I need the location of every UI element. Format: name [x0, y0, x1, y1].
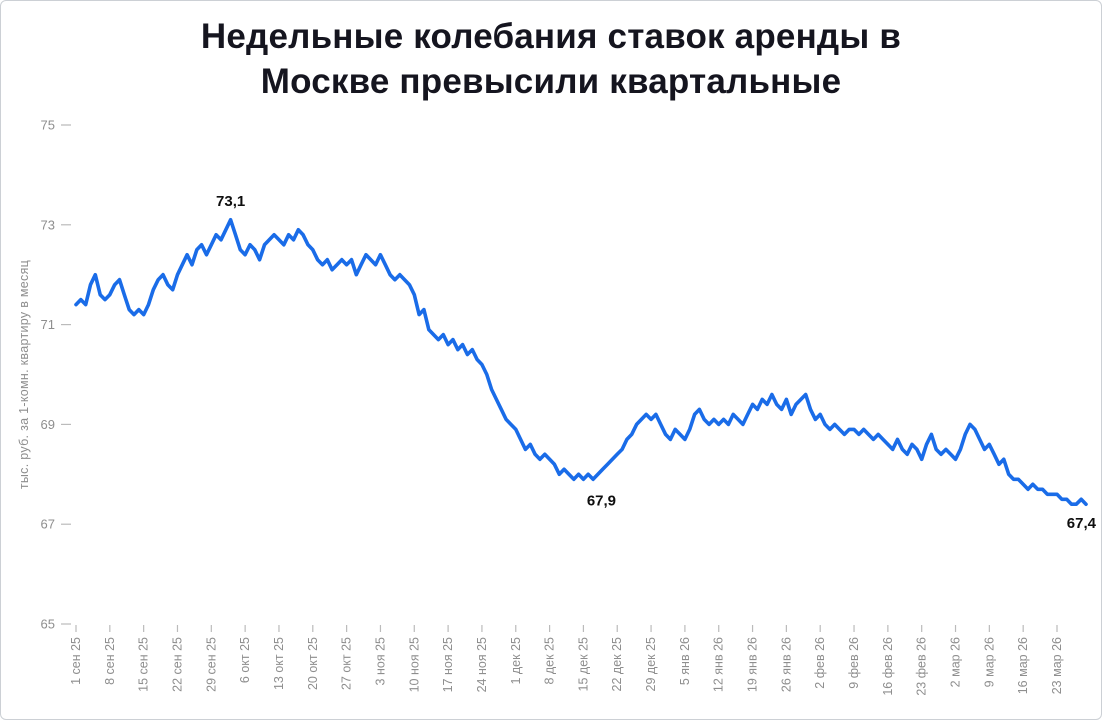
x-axis-tick-label: 9 фев 26: [847, 637, 861, 689]
x-axis-tick-label: 16 фев 26: [881, 637, 895, 696]
x-axis-tick-label: 1 дек 25: [509, 637, 523, 685]
x-axis-tick-label: 22 сен 25: [170, 637, 184, 692]
x-axis-tick-label: 6 окт 25: [238, 637, 252, 683]
x-axis-tick-label: 16 мар 26: [1016, 637, 1030, 694]
y-axis-tick-label: 69: [41, 417, 55, 432]
chart-title-line-1: Недельные колебания ставок аренды в: [200, 17, 902, 56]
x-axis-tick-label: 9 мар 26: [982, 637, 996, 687]
x-axis-tick-label: 27 окт 25: [340, 637, 354, 690]
x-axis-tick-label: 3 ноя 25: [373, 637, 387, 685]
data-point-label-2: 67,4: [1067, 515, 1097, 532]
rent-rate-line: [74, 218, 1088, 507]
chart-title-line-2: Москве превысили квартальные: [260, 61, 842, 101]
x-axis-tick-label: 15 дек 25: [576, 637, 590, 692]
x-axis-tick-label: 12 янв 26: [712, 637, 726, 692]
x-axis-tick-label: 8 дек 25: [543, 637, 557, 685]
x-axis-tick-label: 22 дек 25: [610, 637, 624, 692]
data-point-label-1: 67,9: [587, 492, 616, 509]
y-axis-tick-label: 73: [41, 217, 55, 232]
x-axis-tick-label: 2 мар 26: [949, 637, 963, 687]
x-axis-tick-label: 19 янв 26: [746, 637, 760, 692]
chart-title: Недельные колебания ставок аренды в Моск…: [1, 15, 1101, 105]
x-axis-tick-label: 26 янв 26: [779, 637, 793, 692]
x-axis-tick-label: 1 сен 25: [69, 637, 83, 685]
x-axis-tick-label: 29 сен 25: [204, 637, 218, 692]
x-axis-tick-label: 15 сен 25: [137, 637, 151, 692]
x-axis-tick-label: 10 ноя 25: [407, 637, 421, 692]
x-axis-tick-label: 17 ноя 25: [441, 637, 455, 692]
x-axis-tick-label: 2 фев 26: [813, 637, 827, 689]
x-axis-tick-label: 29 дек 25: [644, 637, 658, 692]
y-axis-tick-label: 75: [41, 118, 55, 133]
y-axis-tick-label: 65: [41, 617, 55, 632]
x-axis-tick-label: 8 сен 25: [103, 637, 117, 685]
y-axis-title: тыс. руб. за 1-комн. квартиру в месяц: [17, 260, 31, 489]
data-point-label-0: 73,1: [216, 193, 245, 210]
x-axis-tick-label: 5 янв 26: [678, 637, 692, 685]
x-axis-tick-label: 23 мар 26: [1050, 637, 1064, 694]
y-axis-tick-label: 71: [41, 317, 55, 332]
x-axis-tick-label: 13 окт 25: [272, 637, 286, 690]
x-axis-tick-label: 23 фев 26: [915, 637, 929, 696]
y-axis-tick-label: 67: [41, 517, 55, 532]
x-axis-tick-label: 20 окт 25: [306, 637, 320, 690]
x-axis-tick-label: 24 ноя 25: [475, 637, 489, 692]
